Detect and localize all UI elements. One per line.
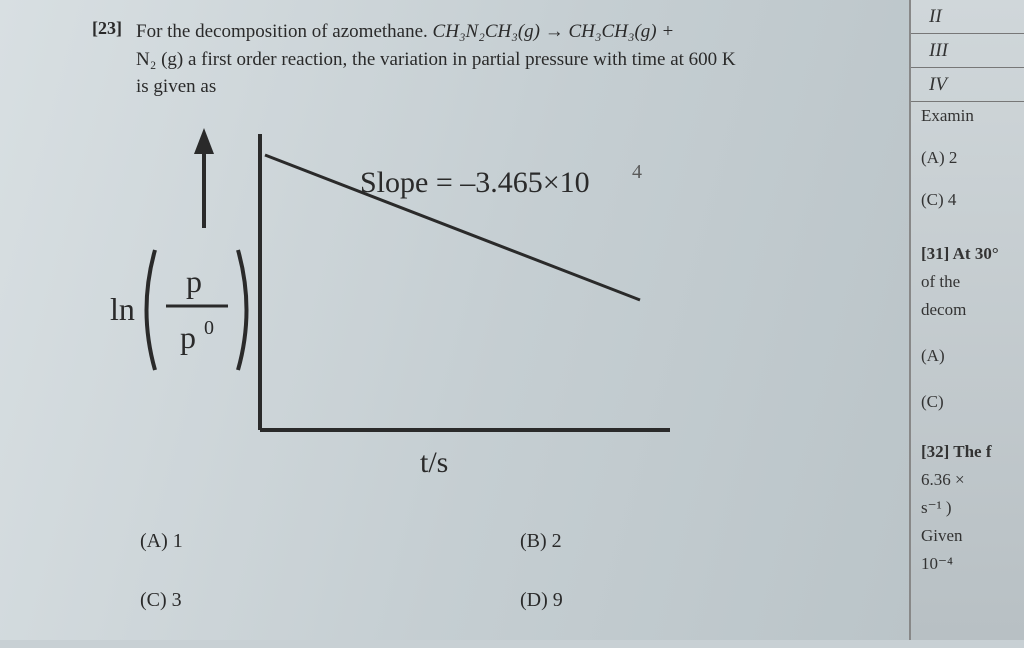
slope-exp: 4 (632, 161, 642, 183)
option-d: (D) 9 (520, 589, 720, 612)
rc-iii: III (911, 34, 1024, 68)
xlabel: t/s (420, 446, 448, 479)
rc-31a: (A) (911, 342, 1024, 370)
option-b: (B) 2 (520, 530, 720, 553)
rc-q32b: 6.36 × (911, 466, 1024, 494)
ylabel-ln: ln (110, 291, 135, 327)
q-line1-pre: For the decomposition of azomethane. (136, 21, 433, 42)
ylabel-p0-sup: 0 (204, 317, 214, 339)
question-number: [23] (92, 18, 122, 39)
q-line2: N₂ (g) a first order reaction, the varia… (136, 49, 736, 70)
rc-iv: IV (911, 68, 1024, 102)
q-line3: is given as (136, 76, 216, 97)
ylabel-p: p (186, 263, 202, 299)
ylabel-p0: p (180, 319, 196, 355)
rc-ii: II (911, 0, 1024, 34)
question-text: For the decomposition of azomethane. CH₃… (136, 18, 876, 101)
answer-options: (A) 1 (B) 2 (C) 3 (D) 9 (140, 530, 720, 648)
rc-a2: (A) 2 (911, 144, 1024, 172)
option-a: (A) 1 (140, 530, 340, 553)
rc-31c: (C) (911, 388, 1024, 416)
right-cropped-column: II III IV Examin (A) 2 (C) 4 [31] At 30°… (909, 0, 1024, 640)
rc-q31: [31] At 30° (911, 240, 1024, 268)
rc-c4: (C) 4 (911, 186, 1024, 214)
slope-label: Slope = –3.465×10 (360, 166, 590, 199)
rc-examin: Examin (911, 102, 1024, 130)
rc-q32c: s⁻¹ ) (911, 494, 1024, 522)
rc-q32e: 10⁻⁴ (911, 550, 1024, 578)
q-reaction: CH₃N₂CH₃(g) → CH₃CH₃(g) + (433, 21, 675, 42)
rc-q32: [32] The f (911, 438, 1024, 466)
rc-q31b: of the (911, 268, 1024, 296)
chart: ln p p 0 Slope = –3.465×10 4 t/s (100, 110, 720, 490)
option-c: (C) 3 (140, 589, 340, 612)
rc-q32d: Given (911, 522, 1024, 550)
rc-q31c: decom (911, 296, 1024, 324)
